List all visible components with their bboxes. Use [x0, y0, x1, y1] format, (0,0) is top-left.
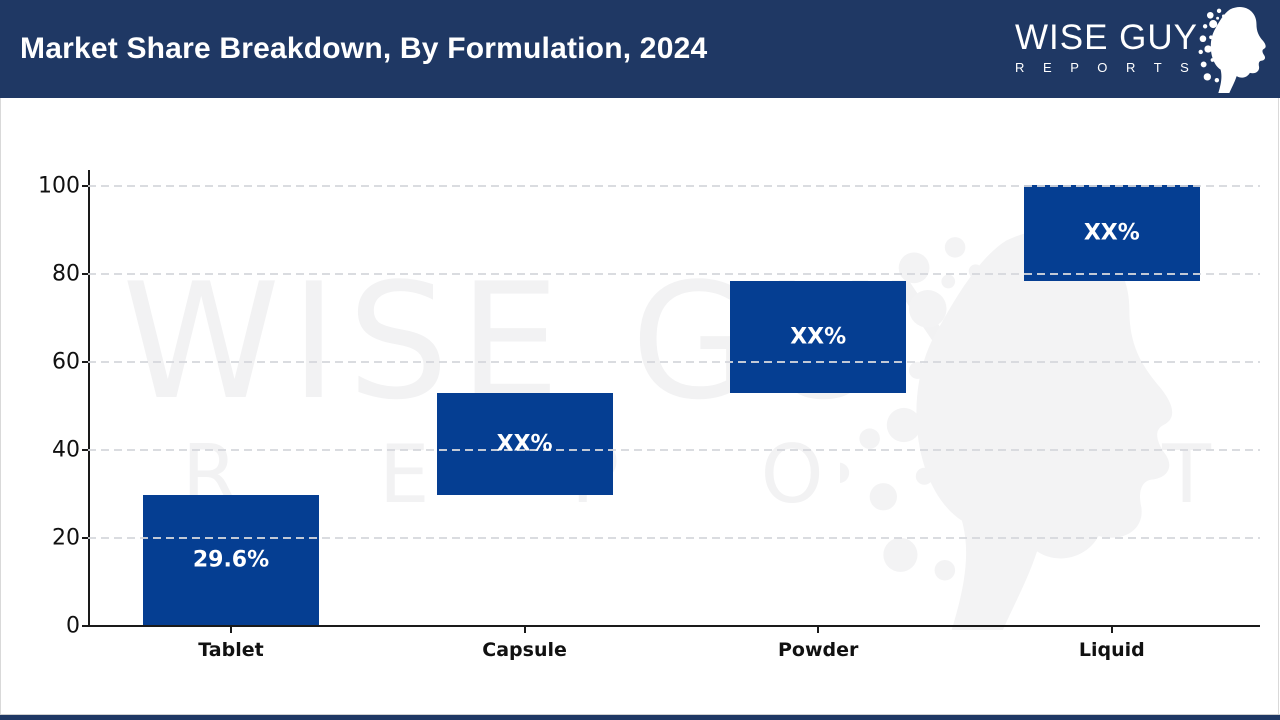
y-tick-label: 20	[52, 525, 80, 551]
bar-tablet	[143, 494, 319, 625]
x-axis-label-capsule: Capsule	[482, 639, 567, 661]
logo-subtitle: R E P O R T S	[1014, 60, 1197, 75]
x-tick	[523, 627, 526, 633]
bar-value-label: 29.6%	[192, 547, 270, 573]
gridline	[88, 361, 1260, 363]
y-tick-label: 60	[52, 349, 80, 375]
x-axis-spine	[88, 625, 1260, 627]
logo-text: WISE GUY R E P O R T S	[1015, 20, 1198, 78]
page-title: Market Share Breakdown, By Formulation, …	[20, 32, 708, 65]
header-banner: Market Share Breakdown, By Formulation, …	[0, 0, 1280, 98]
x-tick	[817, 627, 820, 633]
page-border-left	[0, 98, 1, 720]
x-axis-label-liquid: Liquid	[1078, 639, 1145, 661]
page-border-right	[1278, 98, 1279, 720]
y-tick	[82, 361, 88, 363]
bar-value-label: XX%	[790, 324, 847, 350]
y-tick	[82, 185, 88, 187]
x-tick	[1110, 627, 1113, 633]
bar-capsule	[436, 393, 613, 495]
logo-head-profile-icon	[1198, 7, 1266, 93]
y-axis-spine	[88, 170, 90, 627]
bar-value-label: XX%	[496, 431, 553, 457]
gridline	[88, 449, 1260, 451]
y-tick-label: 100	[38, 173, 80, 199]
gridline	[88, 537, 1260, 539]
y-tick	[82, 449, 88, 451]
logo-wordmark: WISE GUY	[1014, 18, 1198, 57]
wise-guy-reports-logo: WISE GUY R E P O R T S	[1015, 0, 1272, 98]
footer-divider	[0, 714, 1280, 715]
bar-value-label: XX%	[1083, 220, 1140, 246]
y-tick-label: 0	[66, 613, 80, 639]
y-tick	[82, 625, 88, 627]
y-tick	[82, 537, 88, 539]
footer-accent-bar	[0, 715, 1280, 720]
x-tick	[230, 627, 232, 633]
y-tick-label: 40	[52, 437, 80, 463]
y-tick-label: 80	[52, 261, 80, 287]
x-axis-label-tablet: Tablet	[198, 639, 264, 661]
y-tick	[82, 273, 88, 275]
gridline	[88, 273, 1260, 275]
x-axis-label-powder: Powder	[777, 639, 859, 661]
gridline	[88, 185, 1260, 187]
